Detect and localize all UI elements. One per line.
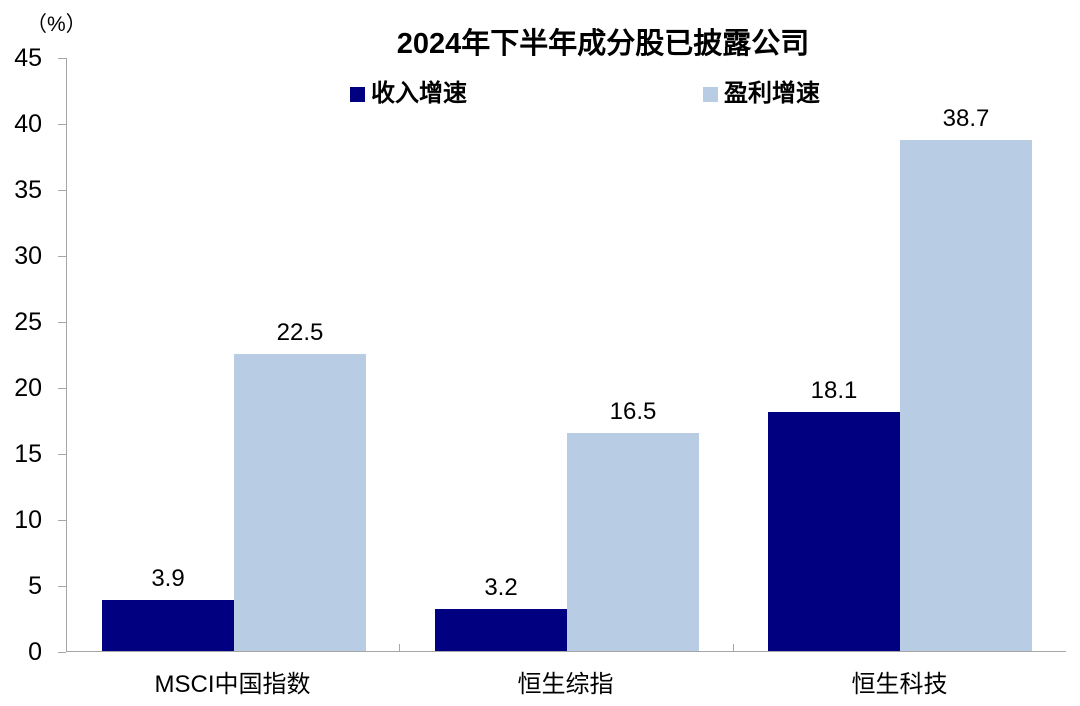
chart-title: 2024年下半年成分股已披露公司 (396, 28, 810, 60)
y-axis-unit-label: （%） (26, 13, 87, 36)
y-axis-tick-mark (58, 256, 66, 257)
value-label: 3.2 (484, 574, 518, 601)
y-axis-tick-mark (58, 652, 66, 653)
value-label: 18.1 (810, 377, 858, 404)
y-axis-tick-label: 40 (14, 110, 42, 138)
y-axis-tick-label: 20 (14, 374, 42, 402)
y-axis-tick-label: 25 (14, 308, 42, 336)
y-axis-tick-label: 5 (28, 572, 42, 600)
legend-item-profit-growth: 盈利增速 (703, 82, 820, 106)
x-axis-tick-mark (733, 644, 734, 652)
bar-收入增速-恒生综指 (435, 609, 567, 651)
y-axis-tick-label: 10 (14, 506, 42, 534)
y-axis-tick-mark (58, 388, 66, 389)
legend-swatch-revenue-growth (350, 86, 365, 102)
y-axis-tick-mark (58, 58, 66, 59)
legend-label-profit-growth: 盈利增速 (724, 80, 820, 107)
bar-盈利增速-恒生综指 (567, 433, 699, 651)
value-label: 22.5 (276, 319, 324, 346)
bar-盈利增速-恒生科技 (900, 140, 1032, 651)
value-label: 38.7 (942, 105, 990, 132)
y-axis-tick-mark (58, 124, 66, 125)
x-axis-tick-mark (399, 644, 400, 652)
bar-收入增速-恒生科技 (768, 412, 900, 651)
y-axis-tick-mark (58, 190, 66, 191)
y-axis-tick-mark (58, 454, 66, 455)
bar-盈利增速-MSCI中国指数 (234, 354, 366, 651)
y-axis-tick-label: 15 (14, 440, 42, 468)
y-axis-tick-mark (58, 520, 66, 521)
y-axis-tick-label: 0 (28, 638, 42, 666)
y-axis-tick-mark (58, 586, 66, 587)
category-label: 恒生科技 (851, 671, 948, 698)
bar-收入增速-MSCI中国指数 (102, 600, 234, 651)
y-axis-tick-mark (58, 322, 66, 323)
value-label: 16.5 (609, 398, 657, 425)
value-label: 3.9 (151, 565, 185, 592)
legend-label-revenue-growth: 收入增速 (371, 80, 467, 107)
category-label: MSCI中国指数 (154, 671, 311, 698)
plot-area: 3.9 22.5 3.2 16.5 18.1 38.7 (66, 58, 1066, 652)
legend-swatch-profit-growth (703, 86, 718, 102)
y-axis-tick-label: 45 (14, 44, 42, 72)
category-label: 恒生综指 (517, 671, 614, 698)
y-axis-tick-label: 30 (14, 242, 42, 270)
y-axis-tick-label: 35 (14, 176, 42, 204)
legend-item-revenue-growth: 收入增速 (350, 82, 467, 106)
